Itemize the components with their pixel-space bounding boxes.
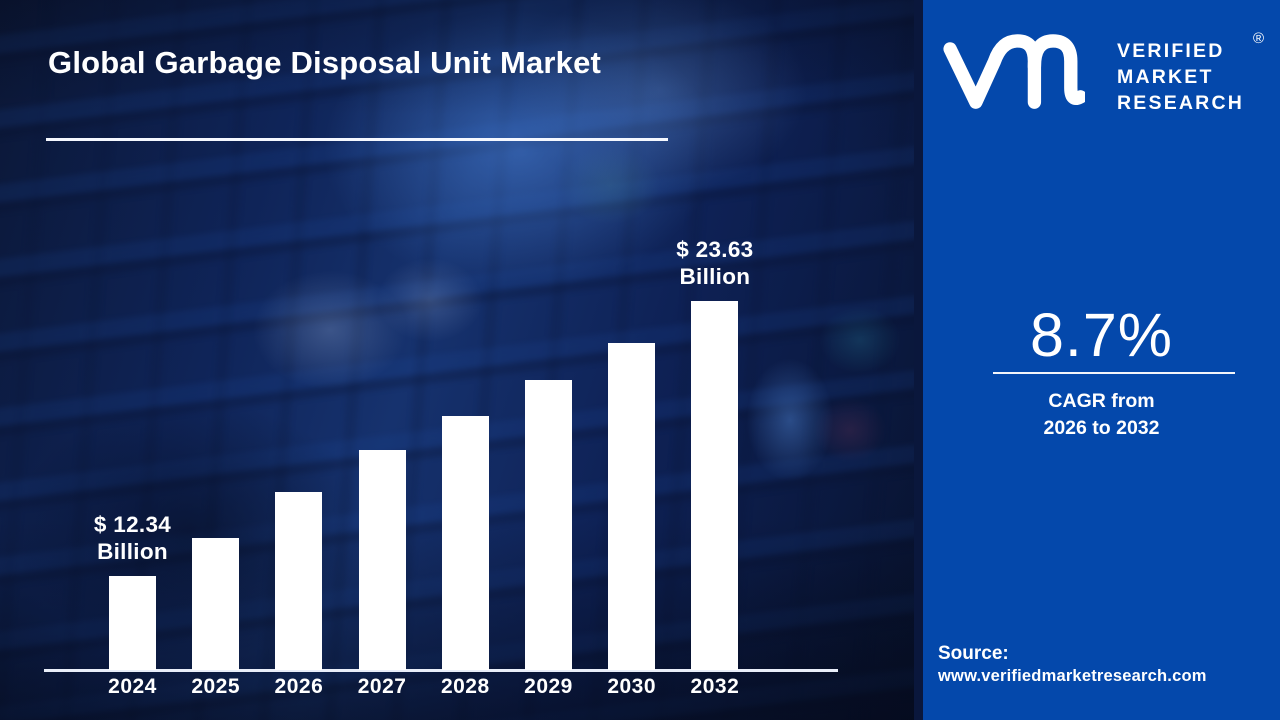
bar-2030 [608,343,656,670]
cagr-label-line-2: 2026 to 2032 [1043,416,1160,439]
cagr-label-line-1: CAGR from [1048,390,1155,412]
source-label: Source: [938,643,1009,664]
brand-line-3: RESEARCH [1117,92,1245,115]
cagr-label: CAGR from 2026 to 2032 [923,388,1280,441]
cagr-value: 8.7% [1029,301,1174,369]
x-axis-line [44,669,838,672]
chart-panel: Global Garbage Disposal Unit Market 2024… [0,0,914,720]
x-axis-label-2025: 2025 [191,675,241,698]
registered-trademark-icon: ® [1253,30,1265,47]
panel-divider [914,0,923,720]
sidebar: VERIFIED MARKET RESEARCH ® 8.7% CAGR fro… [923,0,1280,720]
page-title: Global Garbage Disposal Unit Market [48,45,602,80]
x-axis-label-2032: 2032 [690,675,740,698]
x-axis-label-2028: 2028 [440,675,490,698]
brand-line-2: MARKET [1117,66,1214,89]
source-url[interactable]: www.verifiedmarketresearch.com [938,667,1207,685]
bar-2029 [525,379,572,670]
brand-line-1: VERIFIED [1117,40,1225,62]
x-axis-label-2027: 2027 [357,675,407,698]
x-axis-label-2029: 2029 [524,675,573,698]
value-label-2024: $ 12.34 Billion [93,512,172,564]
bar-2026 [275,491,323,670]
x-axis-label-2030: 2030 [607,675,657,698]
bar-2032 [691,301,739,670]
x-axis-label-2026: 2026 [274,675,324,698]
bar-2024 [109,576,156,670]
bar-2025 [192,538,240,670]
cagr-divider [993,372,1235,374]
source-block: Source: www.verifiedmarketresearch.com [938,642,1207,688]
title-underline [46,138,668,141]
vmr-logo-icon [943,34,1085,109]
bar-2028 [441,416,489,670]
brand-name: VERIFIED MARKET RESEARCH [1117,38,1244,117]
bar-chart: 2024 2025 2026 2027 2028 2029 2030 2032 $ 12.34 B… [44,237,838,698]
bar-2027 [358,450,406,670]
value-label-2032: $ 23.63 Billion [676,237,754,289]
x-axis-label-2024: 2024 [108,675,157,698]
